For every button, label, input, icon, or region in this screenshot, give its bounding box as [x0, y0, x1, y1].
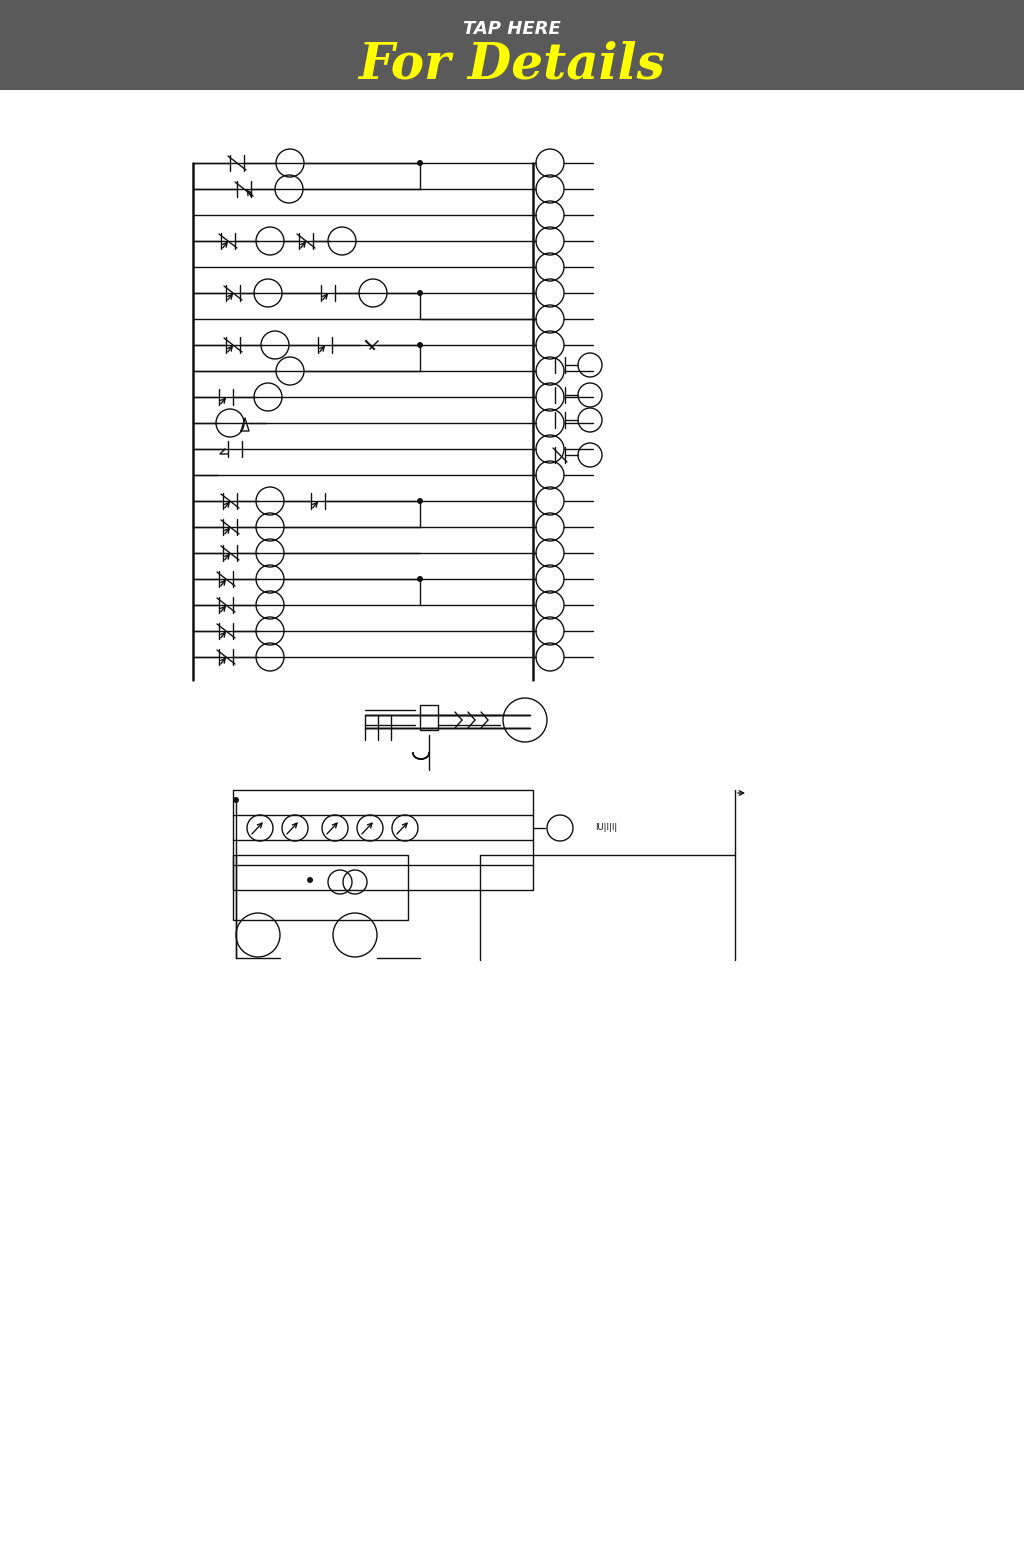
Text: IU|I|I|: IU|I|I| [595, 823, 617, 832]
Circle shape [307, 877, 313, 883]
Bar [420, 706, 438, 730]
Text: TAP HERE: TAP HERE [463, 20, 561, 37]
Bar [0, 0, 1024, 90]
Circle shape [233, 797, 239, 803]
Text: For Details: For Details [358, 40, 666, 90]
Circle shape [417, 576, 423, 582]
Circle shape [417, 499, 423, 503]
Bar [233, 791, 534, 889]
Bar [233, 855, 408, 920]
Circle shape [417, 161, 423, 167]
Circle shape [417, 343, 423, 347]
Circle shape [417, 290, 423, 296]
